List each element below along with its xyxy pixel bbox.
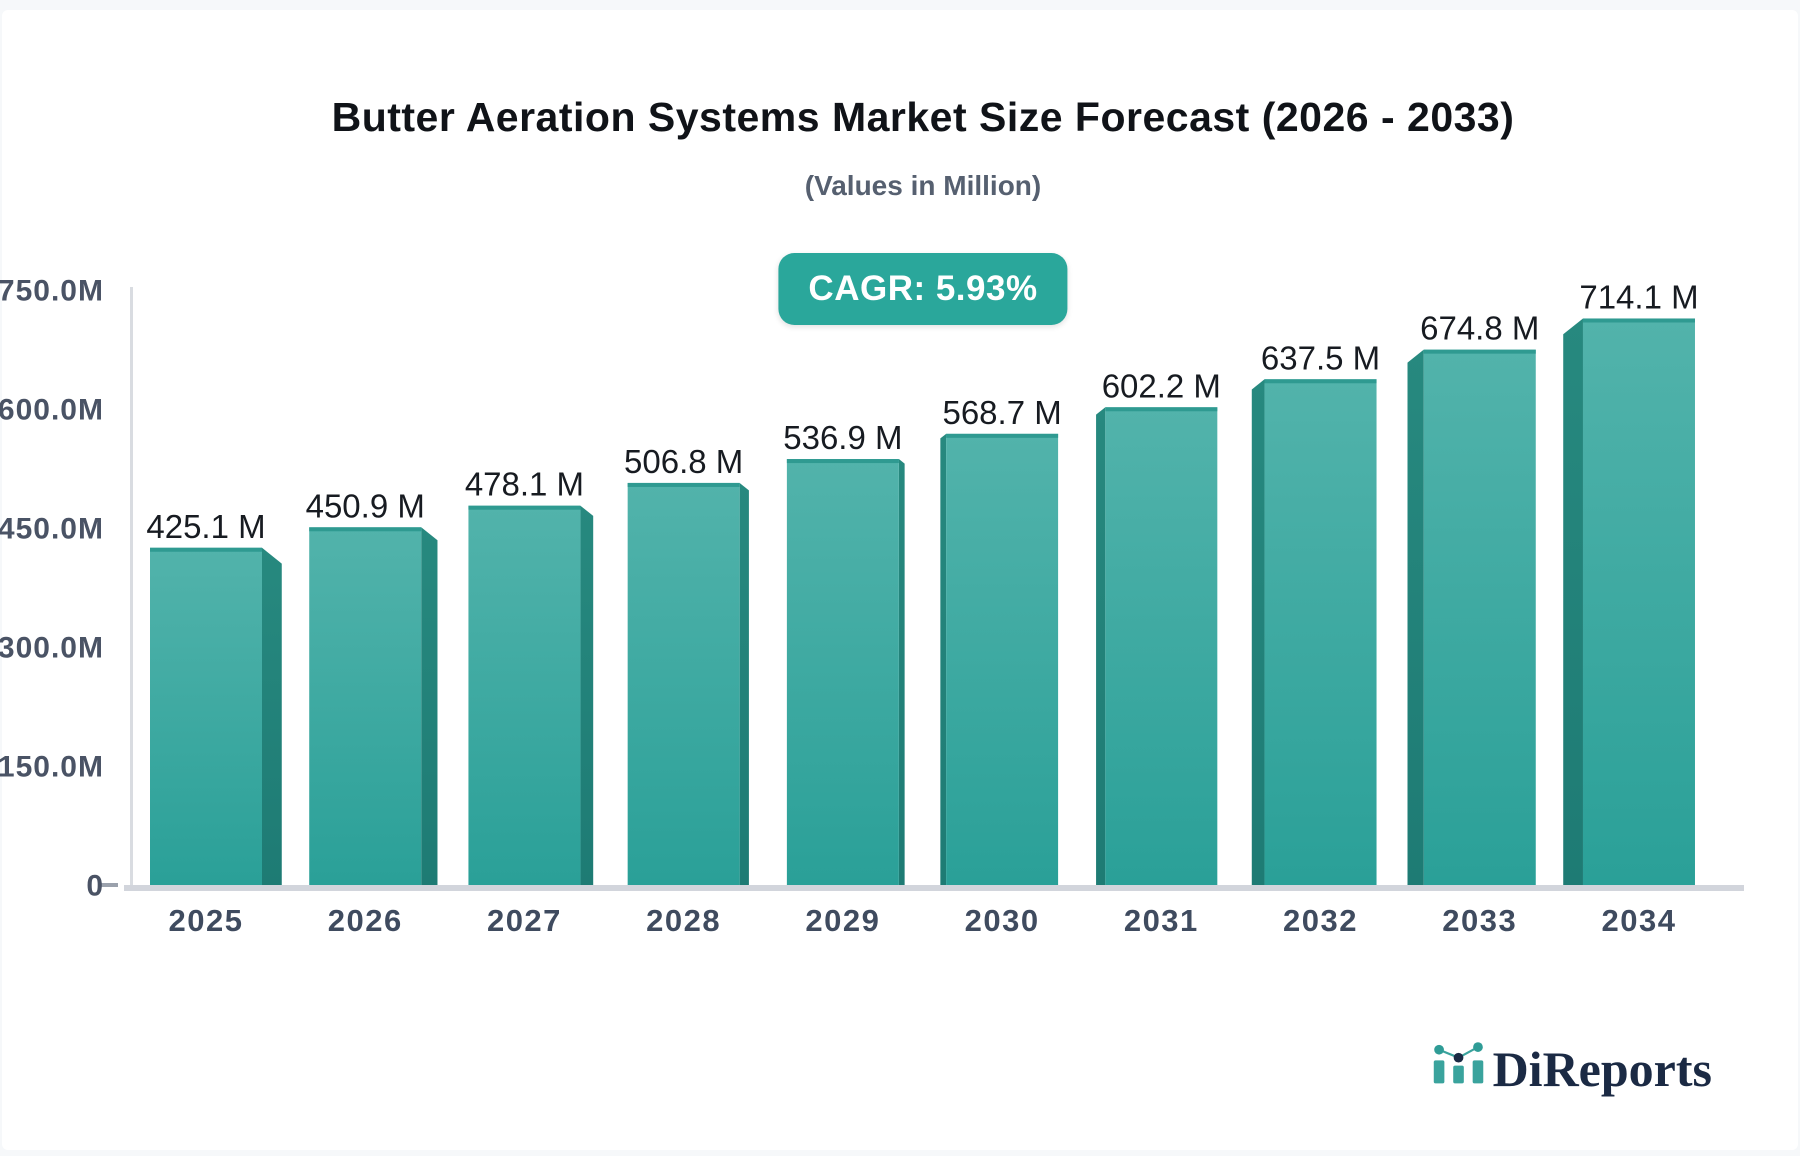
bar-side-face: [739, 482, 749, 885]
x-axis-label-2026: 2026: [328, 903, 403, 938]
bar-front-face: [309, 527, 422, 885]
bar-side-face: [898, 459, 905, 885]
logo-mini-chart-icon: [1433, 1042, 1484, 1084]
bar-group-2029[interactable]: 536.9 M: [783, 419, 905, 885]
bar-side-face: [1563, 318, 1583, 885]
bar-value-label: 425.1 M: [146, 508, 265, 545]
bar-group-2027[interactable]: 478.1 M: [465, 466, 594, 885]
y-tick-label-300.0M: 300.0M: [0, 632, 104, 665]
bar-value-label: 478.1 M: [465, 466, 584, 503]
bar-top-edge: [1423, 349, 1536, 354]
y-axis-line: [130, 287, 133, 885]
logo-text: DiReports: [1492, 1041, 1712, 1097]
bar-side-face: [580, 505, 594, 885]
bar-front-face: [1105, 407, 1218, 885]
x-axis-label-2027: 2027: [487, 903, 562, 938]
bar-side-face: [1407, 349, 1424, 885]
bar-top-edge: [309, 527, 422, 532]
bar-side-face: [262, 547, 282, 885]
bar-front-face: [1423, 349, 1536, 885]
y-tick-label-0: 0: [86, 870, 104, 903]
y-tick-label-450.0M: 450.0M: [0, 513, 104, 546]
bar-side-face: [940, 433, 947, 885]
x-axis-label-2025: 2025: [169, 903, 244, 938]
bar-top-edge: [1105, 407, 1218, 412]
bar-group-2030[interactable]: 568.7 M: [940, 394, 1062, 885]
bar-top-edge: [1264, 379, 1377, 384]
bar-top-edge: [150, 547, 262, 552]
bar-group-2028[interactable]: 506.8 M: [624, 443, 749, 885]
bar-value-label: 602.2 M: [1102, 367, 1221, 404]
bar-group-2026[interactable]: 450.9 M: [306, 487, 438, 885]
bar-top-edge: [627, 482, 740, 487]
bar-front-face: [1264, 379, 1377, 885]
bar-side-face: [1096, 407, 1106, 885]
bar-value-label: 506.8 M: [624, 443, 743, 480]
x-axis-label-2032: 2032: [1283, 903, 1358, 938]
x-axis-baseline: [124, 885, 1744, 891]
x-axis-label-2029: 2029: [805, 903, 880, 938]
x-axis-label-2033: 2033: [1442, 903, 1517, 938]
x-axis-label-2028: 2028: [646, 903, 721, 938]
bar-front-face: [468, 505, 581, 885]
bar-top-edge: [786, 459, 899, 464]
zero-tick-dash: [98, 883, 118, 887]
y-tick-label-600.0M: 600.0M: [0, 394, 104, 427]
bar-value-label: 674.8 M: [1420, 310, 1539, 347]
cagr-badge-label: CAGR: 5.93%: [808, 269, 1038, 308]
x-axis-label-2030: 2030: [965, 903, 1040, 938]
bar-top-edge: [1582, 318, 1695, 323]
x-axis-label-2034: 2034: [1601, 903, 1676, 938]
bar-value-label: 637.5 M: [1261, 339, 1380, 376]
chart-subtitle: (Values in Million): [804, 170, 1042, 201]
bar-group-2034[interactable]: 714.1 M: [1563, 278, 1699, 885]
cagr-badge: CAGR: 5.93%: [778, 253, 1068, 325]
direports-logo[interactable]: DiReports: [1432, 1038, 1712, 1108]
bar-value-label: 450.9 M: [306, 487, 425, 524]
bar-value-label: 568.7 M: [942, 394, 1061, 431]
bar-group-2025[interactable]: 425.1 M: [146, 508, 282, 885]
bar-group-2032[interactable]: 637.5 M: [1251, 339, 1380, 885]
bar-front-face: [150, 547, 262, 885]
bar-front-face: [1582, 318, 1695, 885]
bar-value-label: 536.9 M: [783, 419, 902, 456]
chart-title: Butter Aeration Systems Market Size Fore…: [331, 94, 1515, 140]
bar-side-face: [421, 527, 438, 885]
bar-group-2031[interactable]: 602.2 M: [1096, 367, 1221, 885]
bar-value-label: 714.1 M: [1579, 278, 1698, 315]
bar-top-edge: [946, 433, 1059, 438]
bar-side-face: [1251, 379, 1265, 885]
y-tick-label-750.0M: 750.0M: [0, 275, 104, 308]
bar-front-face: [946, 433, 1059, 885]
y-tick-label-150.0M: 150.0M: [0, 751, 104, 784]
bar-front-face: [786, 459, 899, 885]
bar-top-edge: [468, 505, 581, 510]
bar-group-2033[interactable]: 674.8 M: [1407, 310, 1540, 885]
x-axis-label-2031: 2031: [1124, 903, 1199, 938]
bar-front-face: [627, 482, 740, 885]
